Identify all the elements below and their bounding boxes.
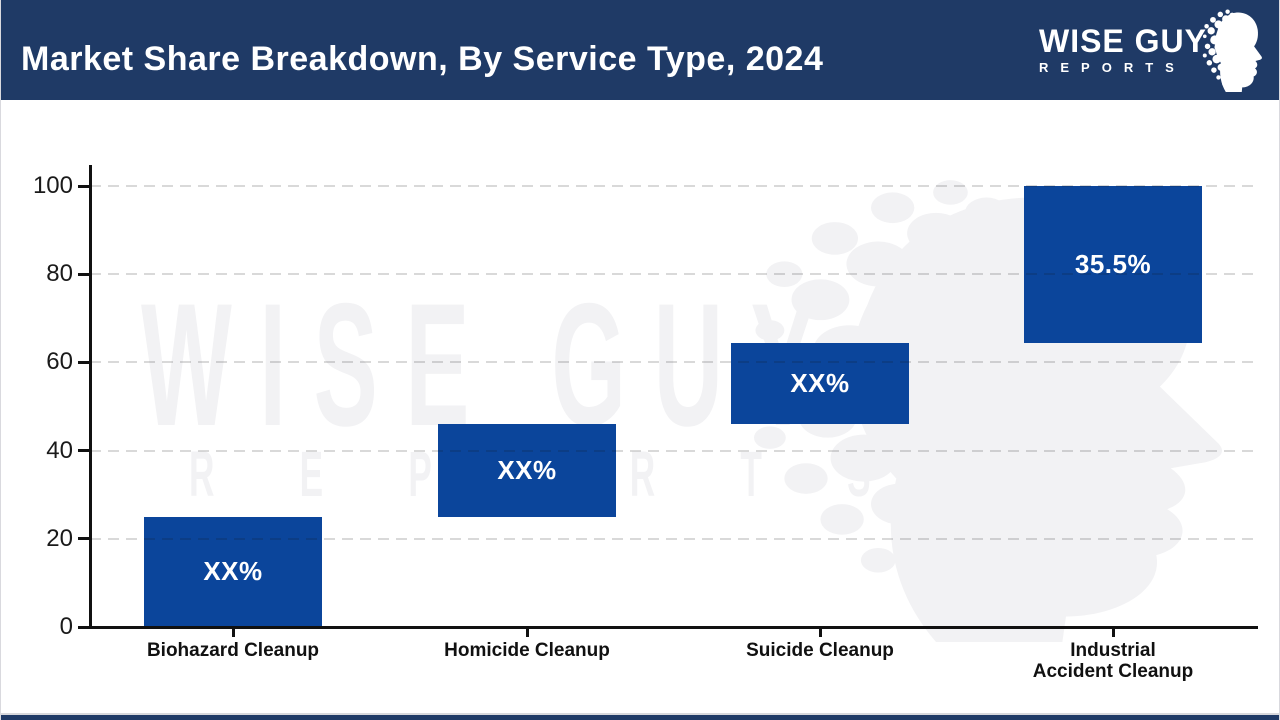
- gridline-60: [90, 361, 1257, 364]
- y-tick-mark-20: [78, 537, 90, 541]
- gridline-20: [90, 537, 1257, 540]
- y-tick-mark-80: [78, 272, 90, 276]
- y-tick-label-100: 100: [32, 172, 73, 199]
- y-tick-label-60: 60: [46, 348, 73, 376]
- y-axis-line: [89, 165, 92, 629]
- y-tick-mark-100: [78, 184, 90, 188]
- x-tick-mark-0: [231, 627, 235, 637]
- brand-logo-text: WISE GUY REPORTS: [1039, 24, 1207, 76]
- brand-subtitle: REPORTS: [1038, 60, 1186, 75]
- x-axis-line: [89, 626, 1258, 629]
- y-tick-label-40: 40: [46, 436, 73, 464]
- bar-homicide-cleanup: XX%: [438, 424, 616, 517]
- brand-name: WISE GUY: [1038, 23, 1207, 59]
- y-tick-label-20: 20: [46, 524, 73, 552]
- header-bar: Market Share Breakdown, By Service Type,…: [1, 0, 1279, 100]
- bar-value-label: 35.5%: [1074, 248, 1152, 279]
- y-tick-label-80: 80: [46, 260, 73, 288]
- x-tick-label-0: Biohazard Cleanup: [146, 640, 320, 661]
- bar-biohazard-cleanup: XX%: [144, 516, 322, 627]
- x-tick-mark-3: [1111, 627, 1115, 637]
- gridline-100: [90, 185, 1257, 187]
- gridline-40: [90, 449, 1257, 452]
- bar-value-label: XX%: [203, 556, 263, 587]
- footer-bar: [1, 713, 1279, 720]
- x-tick-label-2: Suicide Cleanup: [746, 640, 894, 661]
- y-tick-mark-60: [78, 360, 90, 364]
- x-tick-mark-1: [525, 627, 529, 637]
- page-title: Market Share Breakdown, By Service Type,…: [21, 40, 824, 78]
- brand-logo: WISE GUY REPORTS: [1039, 8, 1267, 92]
- brand-dotted-head-icon: [1202, 9, 1262, 92]
- bar-value-label: XX%: [497, 454, 557, 485]
- bar-industrial-accident-cleanup: 35.5%: [1024, 186, 1202, 343]
- gridline-80: [90, 273, 1257, 276]
- x-tick-label-1: Homicide Cleanup: [444, 640, 610, 661]
- y-tick-mark-40: [78, 449, 90, 453]
- y-tick-label-0: 0: [59, 613, 73, 640]
- bar-value-label: XX%: [790, 367, 850, 398]
- watermark-brand-text: WISE GUY: [141, 268, 843, 463]
- x-tick-label-3: Industrial Accident Cleanup: [1032, 640, 1194, 682]
- x-tick-mark-2: [818, 627, 822, 637]
- bar-suicide-cleanup: XX%: [731, 342, 909, 425]
- y-tick-mark-0: [78, 625, 90, 629]
